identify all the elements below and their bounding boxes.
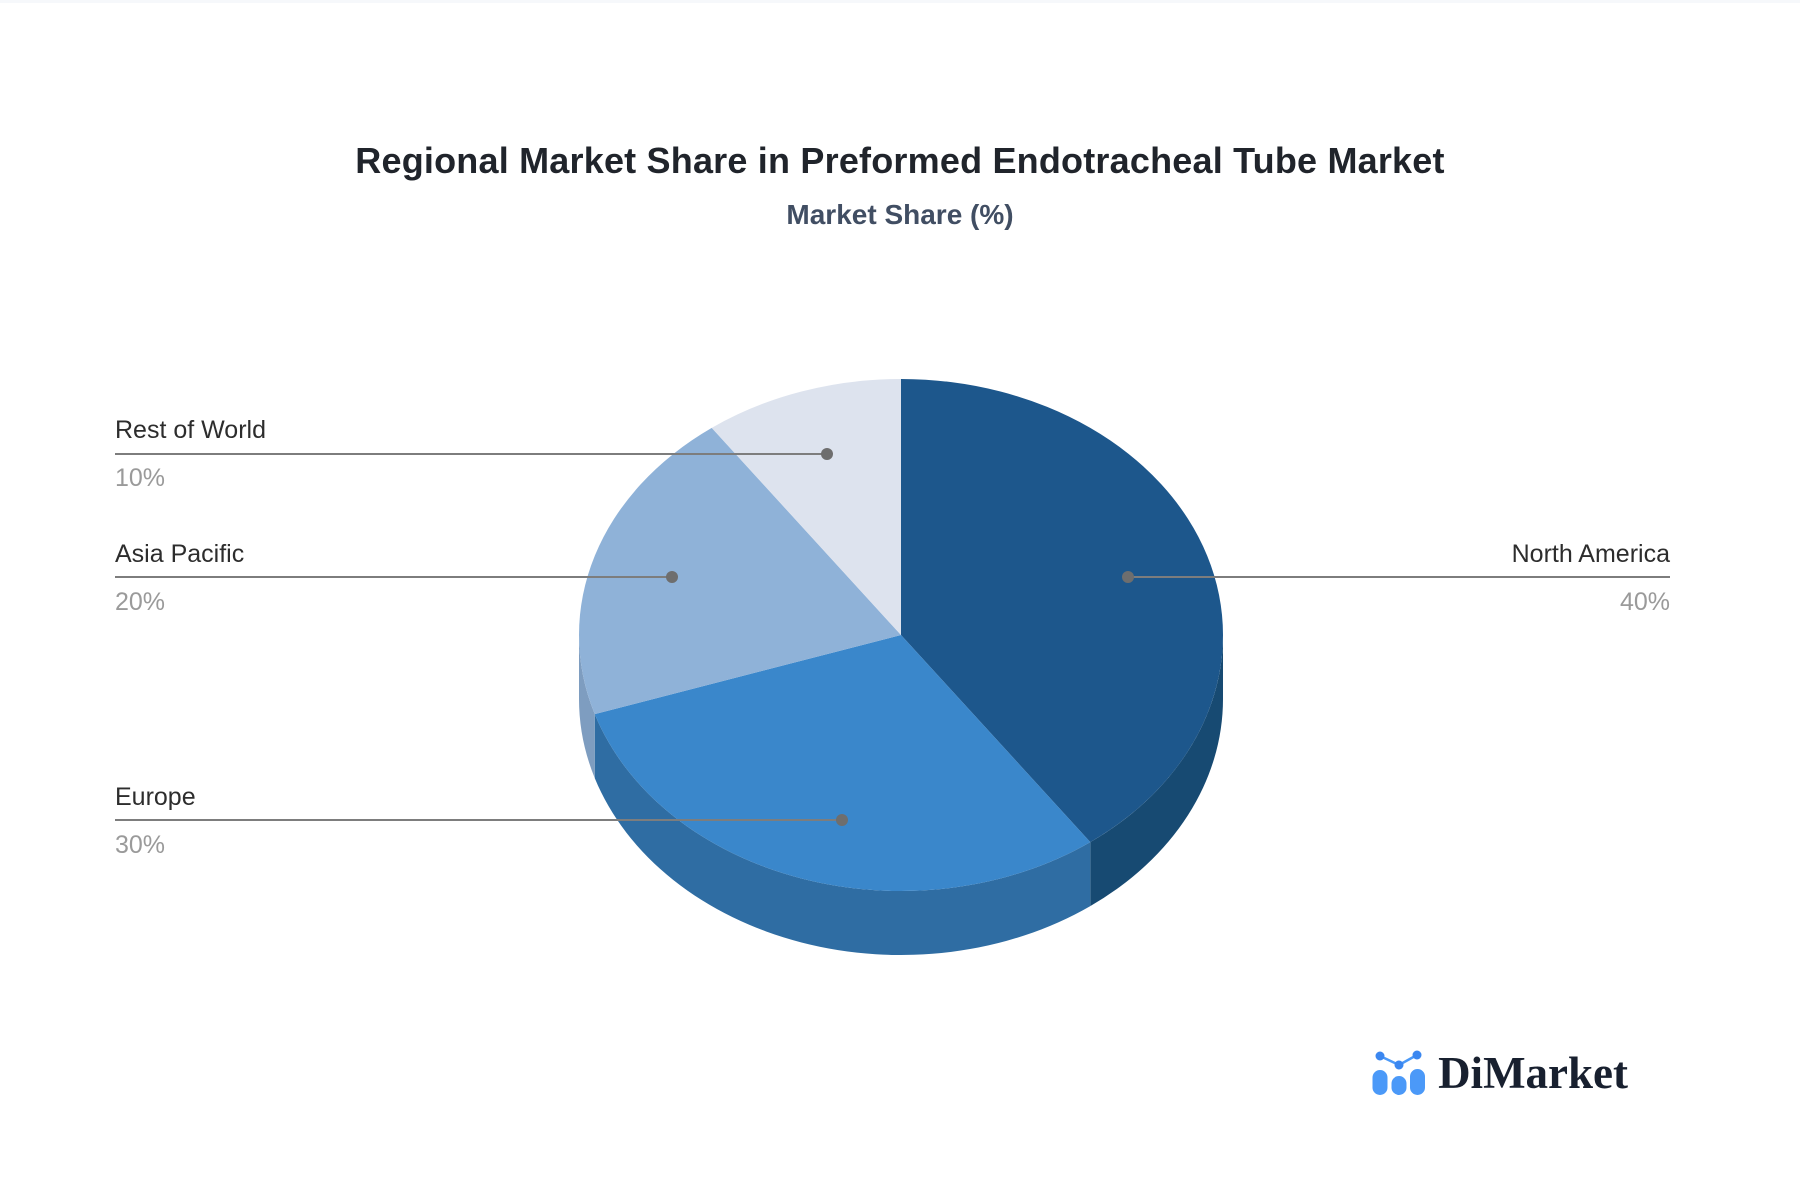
leader-dot-asia-pacific [666, 571, 678, 583]
callout-value: 20% [115, 588, 166, 616]
pie-slice-side-north-america [1090, 635, 1223, 907]
trend-dot [1412, 1050, 1422, 1060]
callout-value: 40% [1619, 588, 1670, 616]
leader-dot-north-america [1122, 571, 1134, 583]
callout-label: Rest of World [115, 416, 266, 444]
pie-slice-side-asia-pacific [579, 635, 595, 779]
callout-north-america: North America [1512, 537, 1670, 571]
logo-bar [1410, 1069, 1426, 1095]
callout-rest-of-world: Rest of World [115, 413, 266, 447]
callout-value: 10% [115, 464, 166, 492]
pie-slice-north-america [901, 379, 1223, 843]
leader-dot-rest-of-world [821, 448, 833, 460]
callout-asia-pacific: Asia Pacific [115, 537, 244, 571]
logo-bar [1391, 1076, 1407, 1095]
logo-bar [1372, 1070, 1388, 1095]
trend-dot [1394, 1060, 1404, 1070]
callout-europe-value: 30% [115, 828, 165, 862]
leader-dot-europe [836, 814, 848, 826]
callout-label: Asia Pacific [115, 540, 245, 568]
pie-chart [115, 379, 1670, 955]
chart-subtitle: Market Share (%) [786, 199, 1014, 230]
trend-dot [1375, 1051, 1385, 1061]
dimarket-logo: DiMarket [1370, 1041, 1628, 1105]
callout-europe: Europe [115, 780, 196, 814]
pie-slice-rest-of-world [711, 379, 901, 635]
callout-label: North America [1511, 540, 1670, 568]
logo-text: DiMarket [1438, 1048, 1628, 1098]
callout-label: Europe [115, 783, 196, 811]
callout-asia-pacific-value: 20% [115, 585, 165, 619]
chart-title: Regional Market Share in Preformed Endot… [355, 140, 1445, 181]
pie-slice-side-europe [594, 714, 1091, 955]
leader-lines [115, 448, 1670, 826]
bar-chart-trend-icon [1372, 1050, 1426, 1095]
callout-value: 30% [115, 831, 166, 859]
pie-slice-europe [594, 635, 1091, 891]
pie-slice-asia-pacific [579, 427, 901, 715]
callout-rest-of-world-value: 10% [115, 461, 165, 495]
pie-slices [579, 379, 1223, 955]
callout-north-america-value: 40% [1620, 585, 1670, 619]
